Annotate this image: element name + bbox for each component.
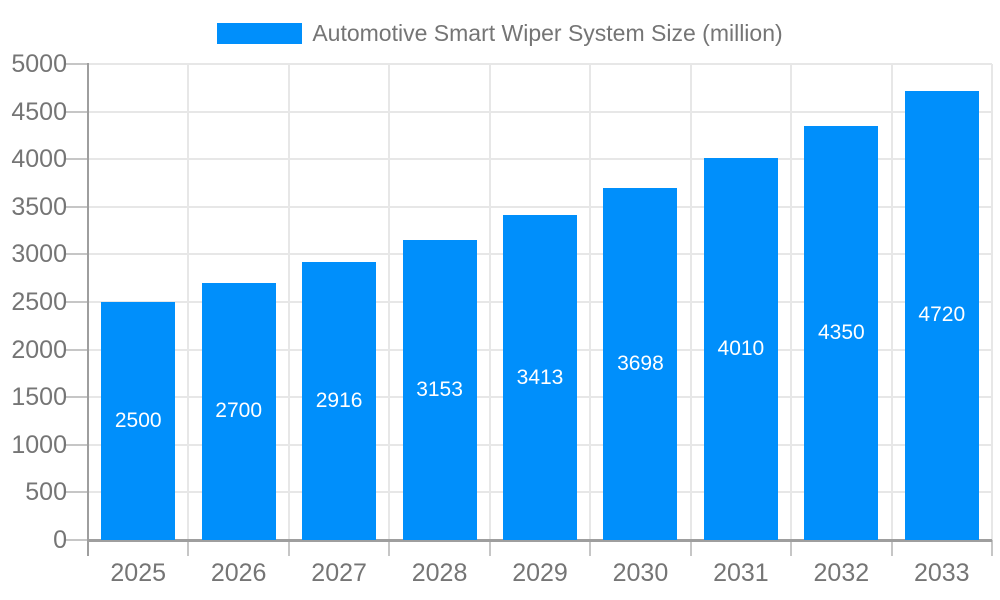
y-axis-line xyxy=(87,63,89,556)
bar-value-label: 3413 xyxy=(516,365,564,389)
bar-2030: 3698 xyxy=(603,187,678,540)
y-axis-tick xyxy=(66,491,88,494)
bar-2027: 2916 xyxy=(302,262,377,540)
y-axis-tick xyxy=(66,205,88,208)
y-axis-label: 0 xyxy=(53,526,67,554)
x-axis-label: 2030 xyxy=(612,559,669,587)
y-axis-tick xyxy=(66,253,88,256)
gridline-horizontal xyxy=(88,63,992,65)
y-axis-label: 2000 xyxy=(11,335,67,364)
y-axis-tick xyxy=(66,539,88,541)
y-axis-tick xyxy=(66,348,88,351)
x-axis-label: 2026 xyxy=(210,559,267,587)
x-axis-tick xyxy=(488,540,491,556)
y-axis-label: 4500 xyxy=(11,97,67,126)
bar-2033: 4720 xyxy=(904,90,979,540)
x-axis-label: 2025 xyxy=(110,559,167,587)
y-axis-tick xyxy=(66,158,88,161)
bar-value-label: 4720 xyxy=(918,303,966,327)
x-axis-tick xyxy=(991,540,993,556)
gridline-vertical xyxy=(488,64,491,540)
x-axis-tick xyxy=(689,540,692,556)
bar-value-label: 4350 xyxy=(817,320,865,344)
gridline-vertical xyxy=(589,64,592,540)
bar-2025: 2500 xyxy=(101,302,176,540)
bar-2031: 4010 xyxy=(703,158,778,540)
bar-2029: 3413 xyxy=(503,215,577,540)
y-axis-label: 3000 xyxy=(11,240,67,269)
gridline-horizontal xyxy=(88,205,992,208)
gridline-vertical xyxy=(187,64,190,540)
x-axis-label: 2029 xyxy=(512,559,568,587)
chart-legend[interactable]: Automotive Smart Wiper System Size (mill… xyxy=(0,19,1000,46)
gridline-vertical xyxy=(991,64,993,540)
gridline-horizontal xyxy=(88,110,992,113)
y-axis-label: 2500 xyxy=(11,288,67,316)
y-axis-label: 5000 xyxy=(11,50,67,78)
x-axis-label: 2032 xyxy=(813,559,870,587)
y-axis-label: 1500 xyxy=(11,383,67,412)
y-axis-tick xyxy=(66,443,88,446)
bar-value-label: 4010 xyxy=(717,337,765,361)
x-axis-label: 2027 xyxy=(311,559,367,587)
gridline-vertical xyxy=(689,64,692,540)
x-axis-tick xyxy=(589,540,592,556)
y-axis-tick xyxy=(66,396,88,399)
bar-2028: 3153 xyxy=(402,239,477,540)
bar-2032: 4350 xyxy=(804,125,879,540)
x-axis-label: 2033 xyxy=(913,559,970,587)
y-axis-tick xyxy=(66,63,88,65)
gridline-vertical xyxy=(388,64,391,540)
gridline-vertical xyxy=(287,64,290,540)
gridline-vertical xyxy=(790,64,793,540)
x-axis-tick xyxy=(790,540,793,556)
bar-2026: 2700 xyxy=(201,282,276,540)
y-axis-label: 500 xyxy=(25,478,67,507)
bar-value-label: 2700 xyxy=(215,399,263,423)
gridline-vertical xyxy=(890,64,893,540)
x-axis-tick xyxy=(187,540,190,556)
y-axis-tick xyxy=(66,110,88,113)
y-axis-tick xyxy=(66,301,88,303)
legend-swatch xyxy=(217,22,303,44)
x-axis-label: 2028 xyxy=(411,559,468,587)
x-axis-tick xyxy=(890,540,893,556)
bar-value-label: 3698 xyxy=(617,351,664,375)
x-axis-line xyxy=(88,539,992,542)
y-axis-label: 4000 xyxy=(11,145,67,174)
bar-value-label: 2916 xyxy=(315,389,363,413)
gridline-horizontal xyxy=(88,158,992,161)
legend-label: Automotive Smart Wiper System Size (mill… xyxy=(312,19,783,46)
x-axis-label: 2031 xyxy=(713,559,769,587)
y-axis-label: 3500 xyxy=(11,192,67,221)
x-axis-tick xyxy=(388,540,391,556)
y-axis-label: 1000 xyxy=(11,430,67,459)
bar-value-label: 2500 xyxy=(114,409,162,432)
x-axis-tick xyxy=(287,540,290,556)
bar-value-label: 3153 xyxy=(416,377,463,401)
